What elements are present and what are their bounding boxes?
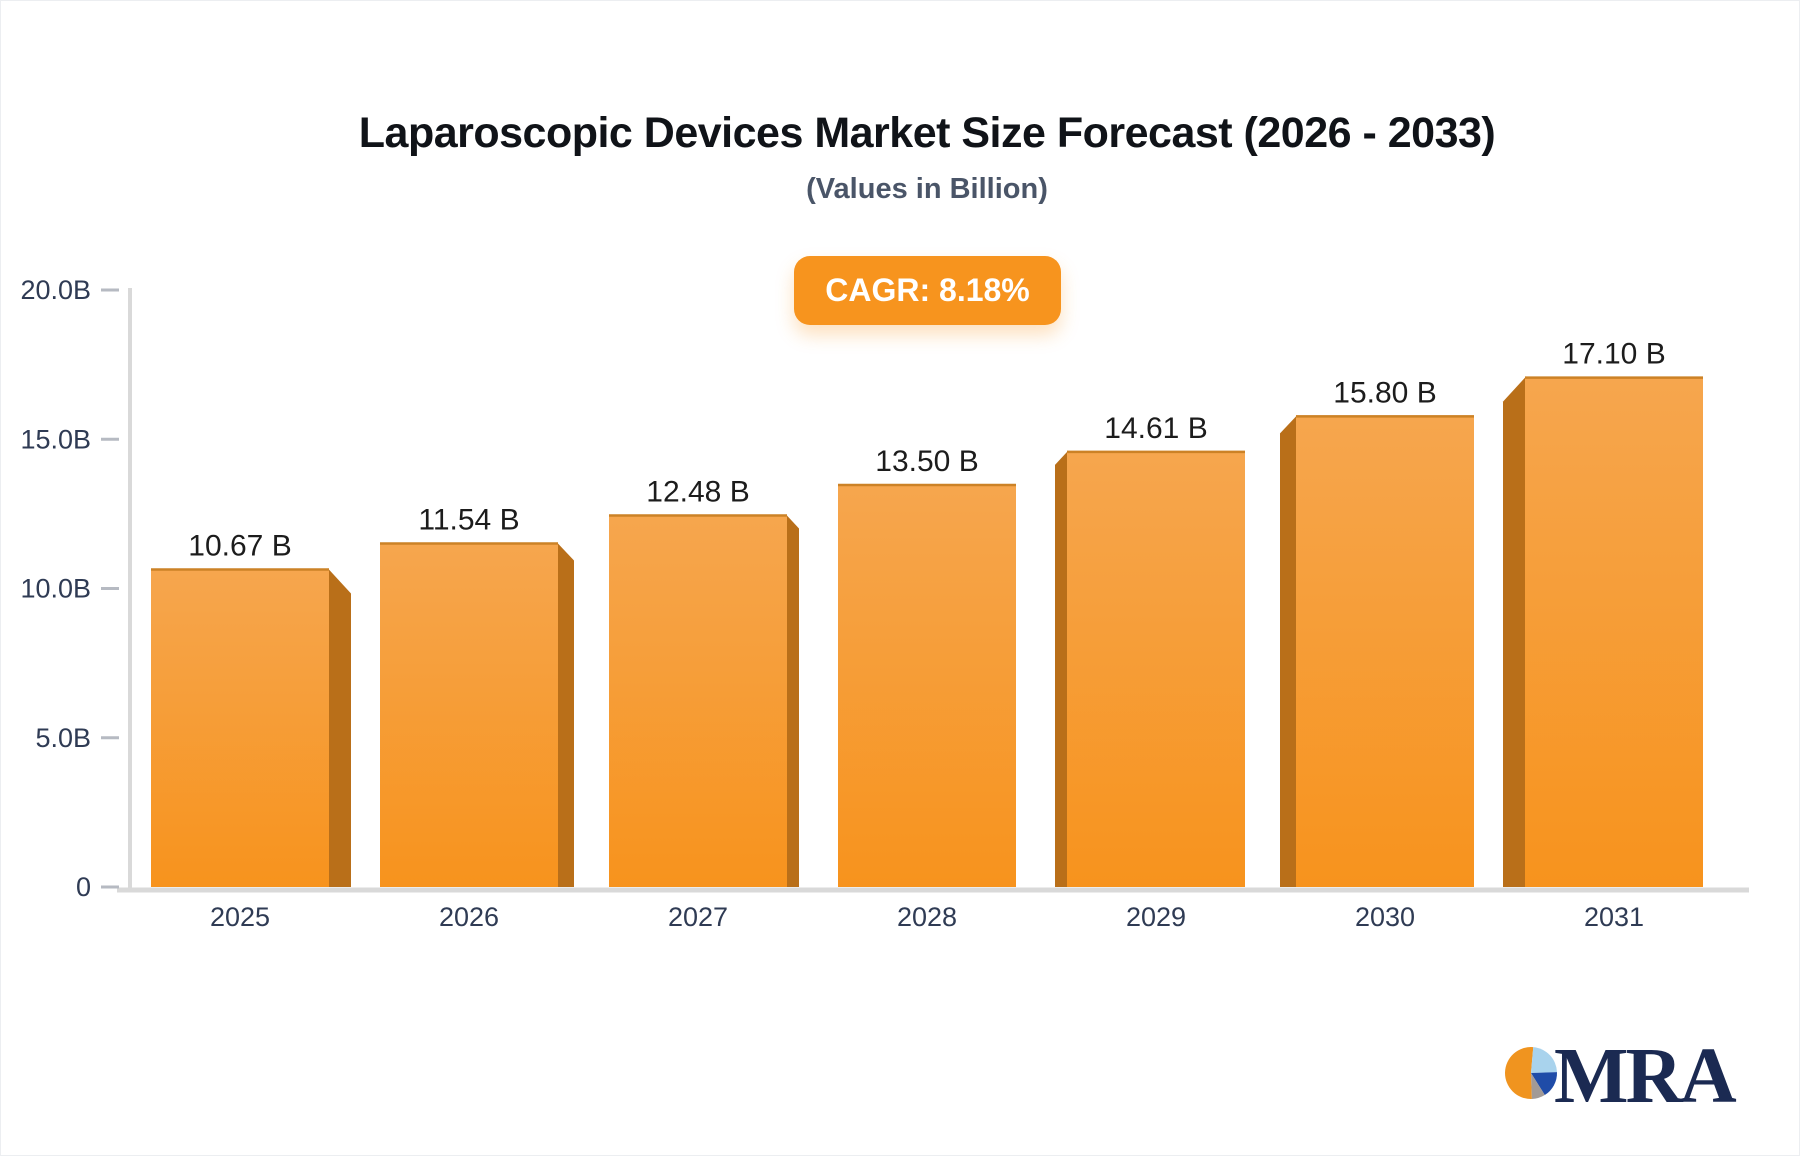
logo-dark-blue-slice [1531, 1072, 1557, 1096]
bar-side-2026 [557, 542, 574, 887]
bar-side-2031 [1503, 376, 1526, 887]
bar-value-label: 13.50 B [875, 445, 978, 478]
bar-value-label: 12.48 B [646, 475, 749, 508]
x-category-label: 2031 [1584, 902, 1644, 932]
x-category-label: 2025 [210, 902, 270, 932]
bar-2027 [609, 514, 787, 887]
bar-value-label: 17.10 B [1562, 338, 1665, 371]
bar-value-label: 14.61 B [1104, 412, 1207, 445]
bar-value-label: 10.67 B [188, 530, 291, 563]
logo-orange-slice [1505, 1047, 1534, 1099]
bar-side-2027 [786, 514, 799, 887]
x-category-label: 2029 [1126, 902, 1186, 932]
y-tick-label: 0 [76, 872, 91, 902]
labels: 10.67 B 2025 11.54 B 2026 12.48 B 2027 13.50 B… [188, 338, 1665, 932]
bar-2028 [838, 484, 1016, 887]
bar-2031 [1525, 376, 1703, 887]
x-category-label: 2028 [897, 902, 957, 932]
cagr-badge-label: CAGR: 8.18% [825, 272, 1030, 308]
bar-2025 [151, 568, 329, 887]
logo-gray-slice [1531, 1073, 1545, 1099]
page-subtitle: (Values in Billion) [806, 173, 1048, 205]
x-category-label: 2026 [439, 902, 499, 932]
bar-value-label: 11.54 B [418, 504, 519, 537]
bar-2029 [1067, 450, 1245, 887]
y-tick-label: 5.0B [35, 723, 91, 753]
y-tick-label: 20.0B [20, 275, 91, 305]
bar-side-2029 [1055, 450, 1068, 887]
mra-logo: MRA [1505, 1033, 1740, 1120]
cagr-badge: CAGR: 8.18% [794, 256, 1061, 325]
logo-text: MRA [1554, 1033, 1737, 1120]
x-category-label: 2027 [668, 902, 728, 932]
bars [151, 376, 1703, 887]
bar-side-2030 [1280, 415, 1297, 887]
x-category-label: 2030 [1355, 902, 1415, 932]
logo-light-blue-slice [1531, 1047, 1557, 1073]
pie-chart-logo-icon [1505, 1047, 1557, 1099]
bar-value-label: 15.80 B [1333, 376, 1436, 409]
bar-2026 [380, 542, 558, 887]
bar-2030 [1296, 415, 1474, 887]
page-title: Laparoscopic Devices Market Size Forecas… [358, 109, 1496, 157]
y-tick-label: 10.0B [20, 574, 91, 604]
y-tick-label: 15.0B [20, 424, 91, 454]
bar-side-2025 [328, 568, 351, 887]
axes: 20.0B 15.0B 10.0B 5.0B 0 [20, 275, 1749, 902]
